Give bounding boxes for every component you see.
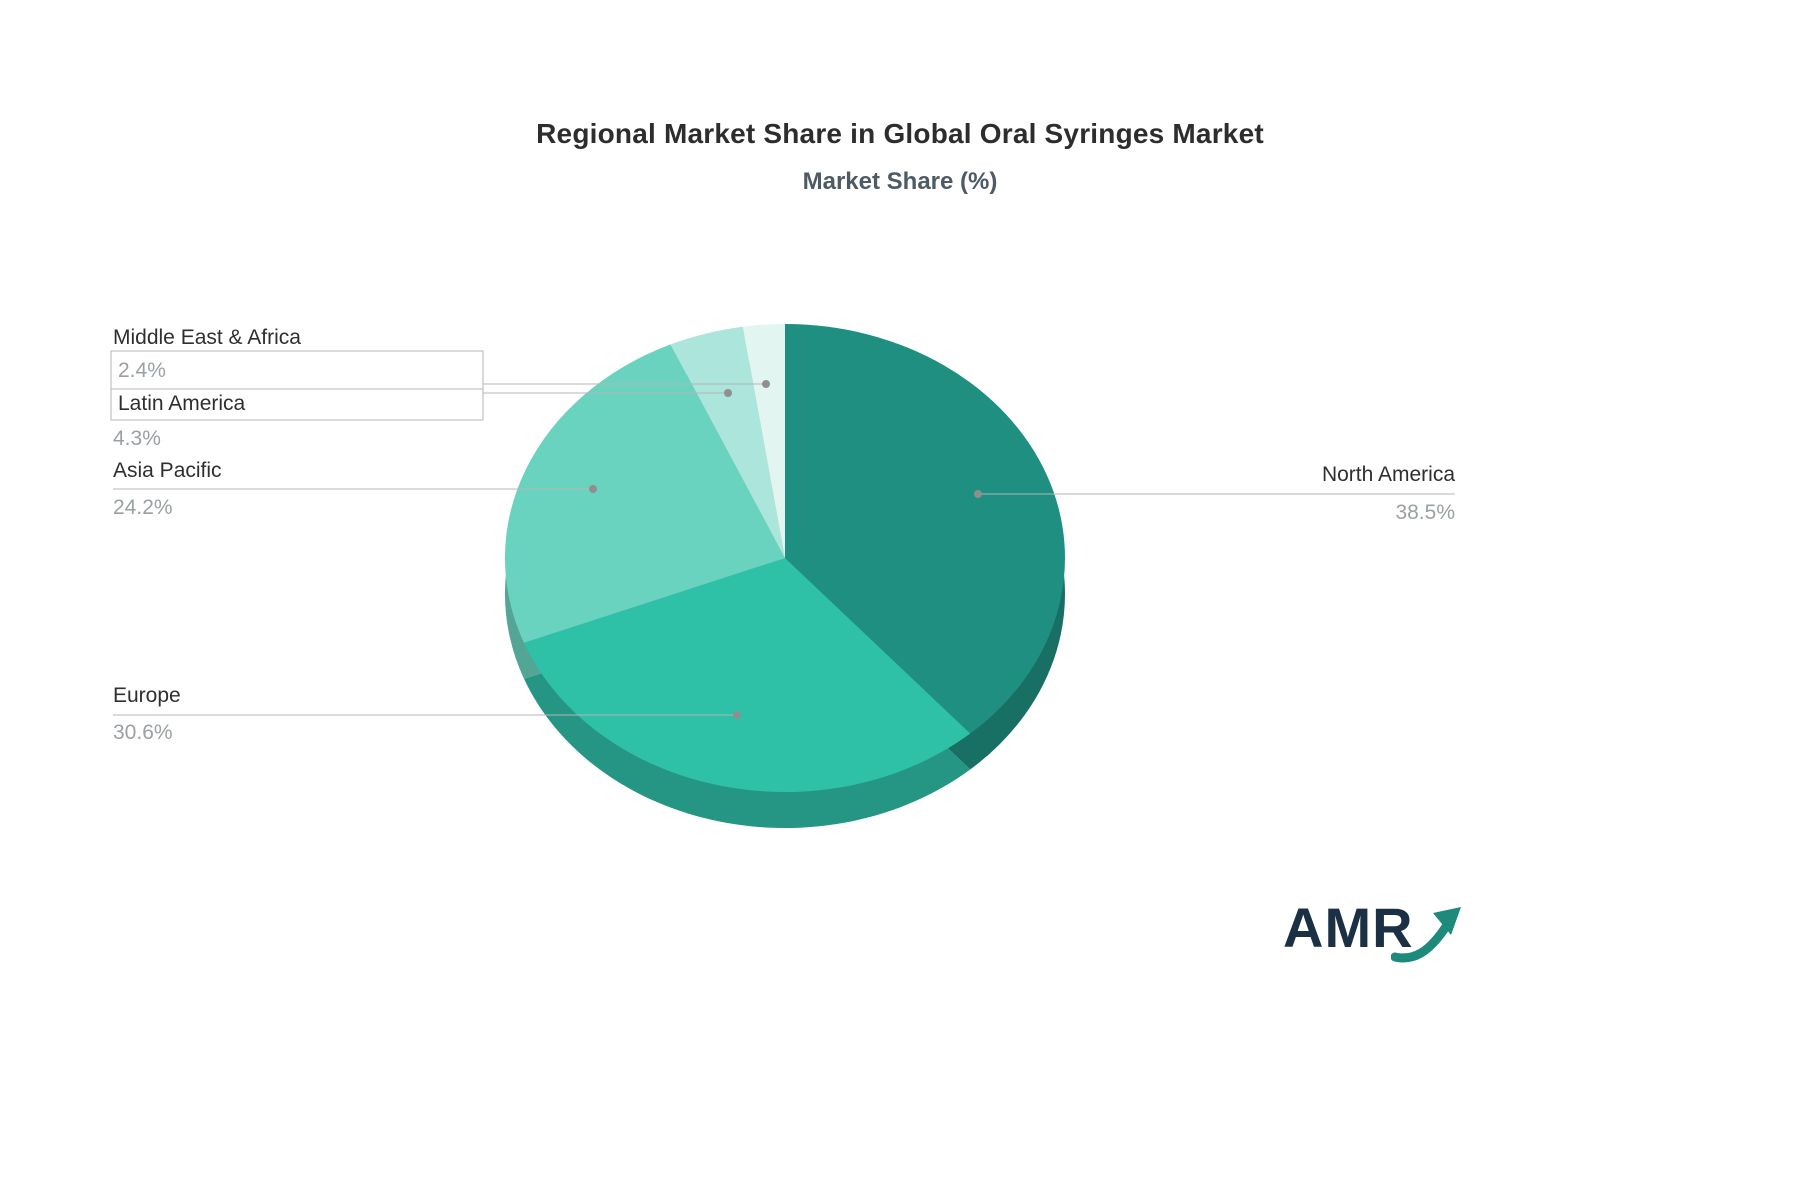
slice-label-north-america: North America: [1321, 463, 1455, 486]
anchor-dot: [589, 485, 597, 493]
slice-value-latin-america: 4.3%: [113, 427, 161, 450]
pie-slice: [742, 324, 785, 558]
chart-title: Regional Market Share in Global Oral Syr…: [536, 118, 1264, 149]
anchor-dot: [762, 380, 770, 388]
leader-lines-layer: [110, 350, 1455, 719]
anchor-dot: [724, 389, 732, 397]
amr-logo: AMR: [1283, 895, 1473, 975]
slice-label-middle-east-africa: Middle East & Africa: [113, 326, 301, 349]
anchor-dot: [974, 490, 982, 498]
chart-subtitle: Market Share (%): [802, 168, 998, 195]
amr-logo-arrow-icon: [1391, 907, 1461, 963]
anchor-dot: [733, 711, 741, 719]
slice-value-europe: 30.6%: [113, 721, 173, 744]
slice-value-asia-pacific: 24.2%: [113, 496, 173, 519]
slice-label-europe: Europe: [113, 684, 181, 707]
label-connector-box: [110, 388, 484, 421]
pie-slice: [670, 326, 785, 558]
slice-label-latin-america: Latin America: [118, 392, 246, 415]
slice-label-asia-pacific: Asia Pacific: [113, 459, 222, 482]
pie-slice: [524, 558, 971, 793]
pie-slice: [785, 324, 1065, 734]
slice-value-north-america: 38.5%: [1395, 501, 1455, 524]
amr-logo-text: AMR: [1283, 896, 1414, 959]
slice-value-middle-east-africa: 2.4%: [118, 359, 166, 382]
pie-top-layer: [504, 324, 1065, 793]
pie-slice: [504, 344, 785, 643]
label-connector-box: [110, 350, 484, 390]
